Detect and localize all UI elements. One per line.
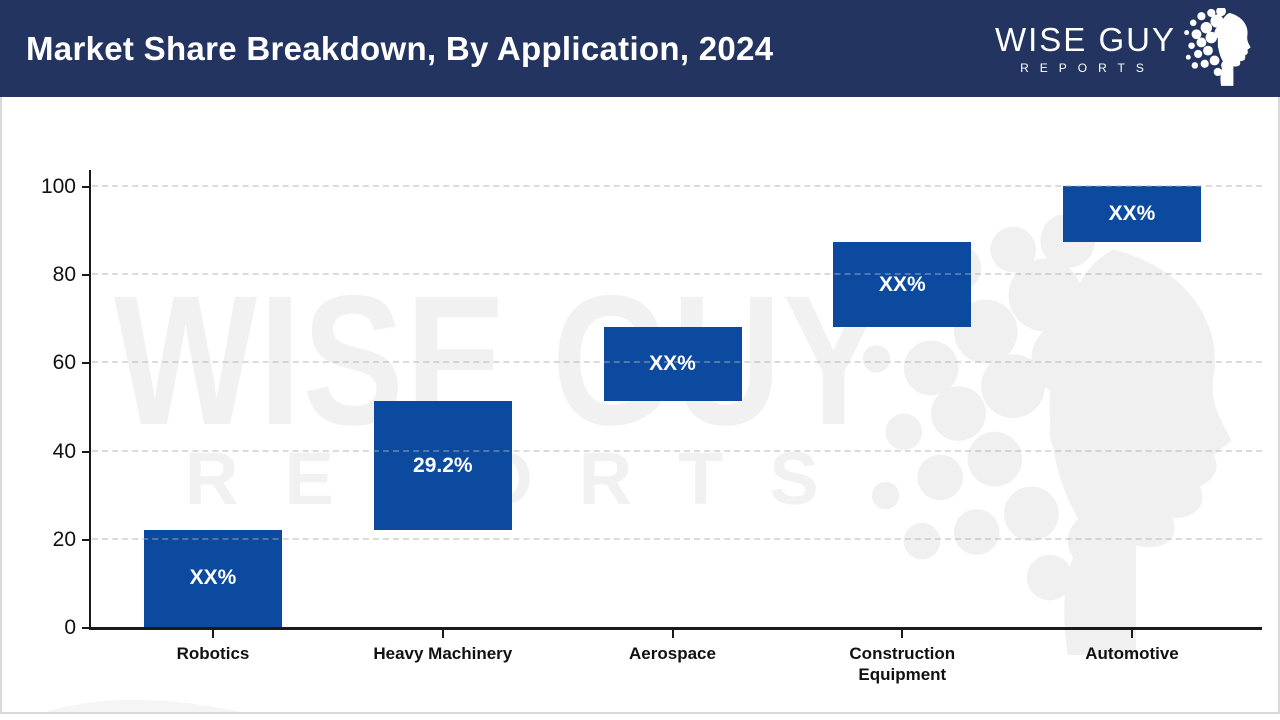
- x-tick: [901, 630, 904, 638]
- x-axis: [89, 627, 1262, 630]
- x-tick: [212, 630, 214, 638]
- x-category-label: Automotive: [1085, 644, 1179, 663]
- x-category-label: Robotics: [176, 644, 250, 663]
- x-tick: [671, 630, 674, 638]
- y-tick: [82, 627, 90, 629]
- y-tick: [82, 538, 90, 541]
- x-category-label: Aerospace: [629, 644, 716, 663]
- gridline-20: [92, 537, 1262, 540]
- bar-value-label: XX%: [1108, 202, 1156, 226]
- plot-region: XX% 29.2% XX% XX% XX% 0 20 40 60 80 100 Robotics Hea…: [2, 97, 1278, 712]
- bar-robotics: [144, 529, 282, 627]
- bar-value-label: XX%: [649, 352, 696, 376]
- gridline-60: [92, 361, 1262, 364]
- x-category-label: Construction Equipment: [849, 644, 956, 684]
- gridline-80: [92, 273, 1262, 276]
- y-tick: [82, 362, 90, 365]
- y-tick-label: 40: [52, 439, 76, 463]
- logo-wordmark: WISE GUY REPORTS: [995, 23, 1176, 75]
- y-axis: [89, 170, 91, 629]
- logo-head-icon: [1184, 7, 1251, 86]
- y-tick-label: 60: [52, 351, 76, 375]
- bar-value-label: XX%: [878, 272, 926, 296]
- x-category-label: Heavy Machinery: [373, 644, 513, 663]
- gridline-100: [92, 185, 1262, 187]
- y-tick: [82, 274, 90, 277]
- chart-area: WISE GUY REPORTS XX% 29.2% XX% XX% XX% 0 20 40 6…: [0, 97, 1280, 714]
- logo-wordmark-main: WISE GUY: [994, 20, 1176, 58]
- gridline-40: [92, 449, 1262, 452]
- y-tick-label: 80: [52, 263, 76, 287]
- bar-value-label: XX%: [189, 566, 237, 590]
- y-tick-label: 0: [64, 616, 76, 639]
- x-tick: [441, 630, 444, 638]
- y-tick: [82, 186, 90, 188]
- bar-aerospace: [603, 327, 742, 402]
- y-tick-label: 20: [52, 527, 76, 551]
- bar-heavy-machinery: [373, 401, 512, 530]
- page-title: Market Share Breakdown, By Application, …: [26, 29, 774, 67]
- logo-wordmark-sub: REPORTS: [1020, 60, 1155, 75]
- bar-value-label: 29.2%: [413, 453, 473, 477]
- y-tick-label: 100: [40, 175, 76, 198]
- header-bar: Market Share Breakdown, By Application, …: [0, 0, 1280, 97]
- brand-logo: WISE GUY REPORTS: [995, 7, 1254, 90]
- bar-automotive: [1063, 186, 1201, 243]
- x-tick: [1131, 630, 1133, 638]
- y-tick: [82, 450, 90, 453]
- bar-construction-equipment: [833, 242, 972, 328]
